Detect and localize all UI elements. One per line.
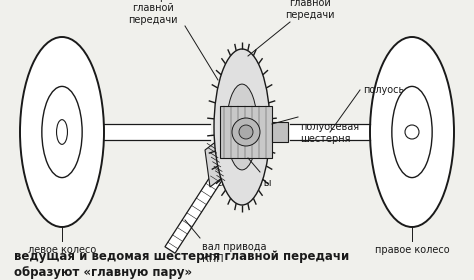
Polygon shape <box>205 137 227 187</box>
Ellipse shape <box>392 87 432 178</box>
Ellipse shape <box>214 49 270 205</box>
Text: полуосевая
шестерня: полуосевая шестерня <box>300 122 359 144</box>
Ellipse shape <box>56 120 67 144</box>
Text: ведущая и ведомая шестерня главной передачи: ведущая и ведомая шестерня главной перед… <box>14 250 349 263</box>
Text: ведущая
шестерня
главной
передачи: ведущая шестерня главной передачи <box>128 0 178 25</box>
Polygon shape <box>165 157 233 253</box>
Ellipse shape <box>42 87 82 178</box>
Text: ведомая
шестерня
главной
передачи: ведомая шестерня главной передачи <box>285 0 335 20</box>
Circle shape <box>405 125 419 139</box>
Text: вал привода
КПП: вал привода КПП <box>202 242 266 263</box>
Bar <box>220 106 272 158</box>
Text: сателлиты: сателлиты <box>216 178 272 188</box>
Ellipse shape <box>227 84 257 170</box>
Text: левое колесо: левое колесо <box>28 245 96 255</box>
Text: образуют «главную пару»: образуют «главную пару» <box>14 266 192 279</box>
Ellipse shape <box>20 37 104 227</box>
Ellipse shape <box>370 37 454 227</box>
Bar <box>272 122 288 142</box>
Text: полуось: полуось <box>363 85 404 95</box>
Circle shape <box>232 118 260 146</box>
Circle shape <box>239 125 253 139</box>
Text: правое колесо: правое колесо <box>374 245 449 255</box>
